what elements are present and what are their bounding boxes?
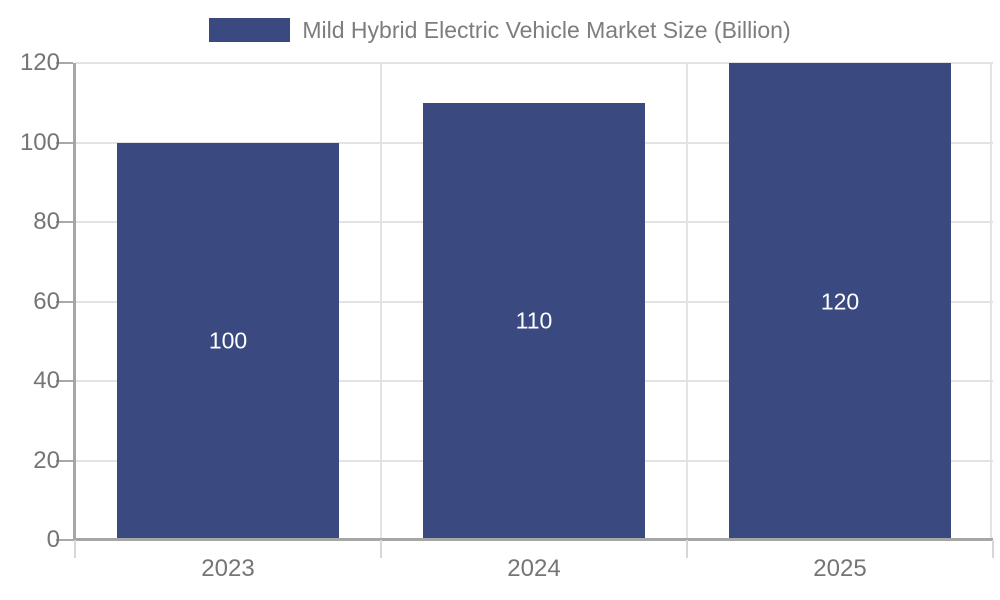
y-tick-mark [56,380,73,382]
bar-2023[interactable]: 100 [117,142,339,540]
y-tick-mark [56,141,73,144]
y-tick-mark [56,300,73,303]
x-tick-mark [992,540,994,558]
legend: Mild Hybrid Electric Vehicle Market Size… [0,10,1000,50]
y-tick-label: 60 [33,287,60,315]
x-tick-mark [380,540,382,558]
y-tick-mark [56,221,73,223]
gridline-horizontal [75,62,993,64]
bar-2024[interactable]: 110 [423,102,645,540]
x-axis-category-label: 2025 [813,555,867,582]
gridline-vertical [990,63,992,540]
x-axis-category-label: 2024 [507,555,561,582]
bar-2025[interactable]: 120 [729,63,951,540]
y-tick-mark [56,539,73,541]
y-tick-label: 100 [19,128,60,156]
y-tick-label: 120 [19,49,60,76]
y-tick-mark [56,62,73,64]
y-axis-line [73,63,76,540]
x-tick-mark [74,540,76,558]
x-axis-category-label: 2023 [201,555,255,582]
gridline-vertical [686,63,688,540]
y-tick-mark [56,459,73,462]
plot-area: 100 110 120 [75,62,993,540]
y-tick-label: 80 [33,208,60,235]
y-tick-label: 20 [33,446,60,474]
gridline-vertical [380,63,382,540]
bar-value-label: 110 [515,307,553,334]
bar-value-label: 120 [820,288,860,314]
bar-value-label: 100 [208,327,248,354]
y-tick-label: 40 [33,367,60,394]
legend-label: Mild Hybrid Electric Vehicle Market Size… [302,16,791,43]
legend-swatch-icon [209,18,291,42]
x-tick-mark [686,540,688,558]
x-axis-line [73,538,993,541]
legend-item[interactable]: Mild Hybrid Electric Vehicle Market Size… [209,16,791,44]
y-tick-label: 0 [46,526,60,553]
